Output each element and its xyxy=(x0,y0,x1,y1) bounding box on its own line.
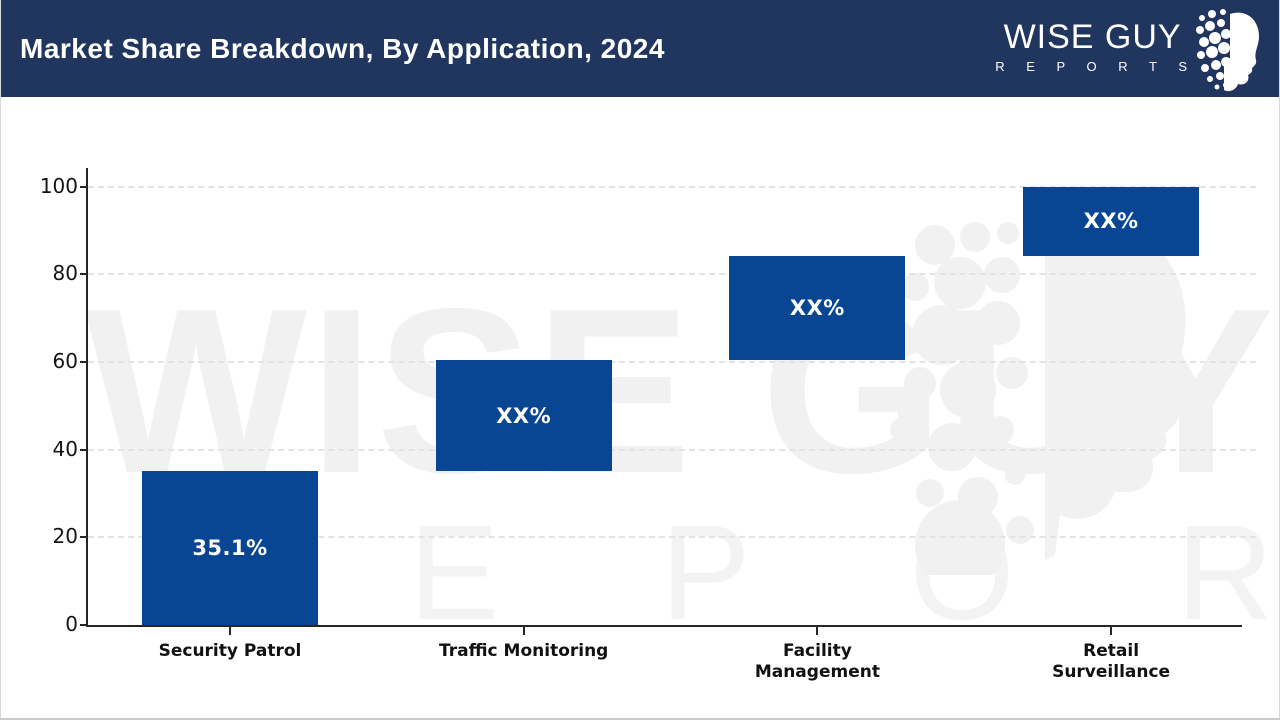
header-banner: Market Share Breakdown, By Application, … xyxy=(0,0,1280,97)
gridline-80 xyxy=(88,273,1256,276)
y-tickmark-60 xyxy=(80,360,88,363)
logo-wordmark: WISE GUY xyxy=(1003,18,1182,56)
bar-value-label: XX% xyxy=(1083,209,1139,234)
x-tickmark-security-patrol xyxy=(229,627,231,635)
bar-value-label: 35.1% xyxy=(192,536,268,561)
wiseguy-logo-text: WISE GUY R E P O R T S xyxy=(989,18,1196,74)
wiseguy-head-icon xyxy=(1196,9,1260,92)
page-title: Market Share Breakdown, By Application, … xyxy=(20,32,665,64)
bar-traffic-monitoring: XX% xyxy=(435,360,612,472)
bar-value-label: XX% xyxy=(496,403,552,428)
y-tickmark-100 xyxy=(80,185,88,188)
y-tickmark-20 xyxy=(80,536,88,539)
bar-facility-management: XX% xyxy=(729,255,906,361)
y-tick-label-100: 100 xyxy=(39,173,78,198)
x-axis-line xyxy=(86,625,1242,627)
x-tick-label-traffic-monitoring: Traffic Monitoring xyxy=(439,641,609,661)
x-tick-label-retail-surveillance: Retail Surveillance xyxy=(1052,641,1171,682)
gridline-40 xyxy=(88,448,1256,451)
wiseguy-logo: WISE GUY R E P O R T S xyxy=(995,6,1262,94)
gridline-60 xyxy=(88,360,1256,363)
y-tickmark-80 xyxy=(80,273,88,276)
x-tickmark-retail-surveillance xyxy=(1110,627,1113,635)
y-axis-line xyxy=(86,168,88,627)
x-tickmark-facility-management xyxy=(816,627,819,635)
y-tick-label-40: 40 xyxy=(52,436,78,461)
x-tick-label-facility-management: Facility Management xyxy=(754,641,880,682)
bar-retail-surveillance: XX% xyxy=(1023,186,1200,256)
y-tickmark-40 xyxy=(80,448,88,451)
y-tick-label-80: 80 xyxy=(52,261,78,286)
y-tick-label-0: 0 xyxy=(65,612,78,636)
gridline-20 xyxy=(88,536,1256,539)
x-tickmark-traffic-monitoring xyxy=(522,627,525,635)
bar-security-patrol: 35.1% xyxy=(142,471,318,625)
x-tick-label-security-patrol: Security Patrol xyxy=(158,641,302,661)
y-tick-label-60: 60 xyxy=(52,348,78,373)
logo-subtitle: R E P O R T S xyxy=(995,59,1196,74)
bar-value-label: XX% xyxy=(789,295,845,320)
y-tickmark-0 xyxy=(80,624,88,626)
y-tick-label-20: 20 xyxy=(52,524,78,549)
gridline-100 xyxy=(88,185,1256,188)
